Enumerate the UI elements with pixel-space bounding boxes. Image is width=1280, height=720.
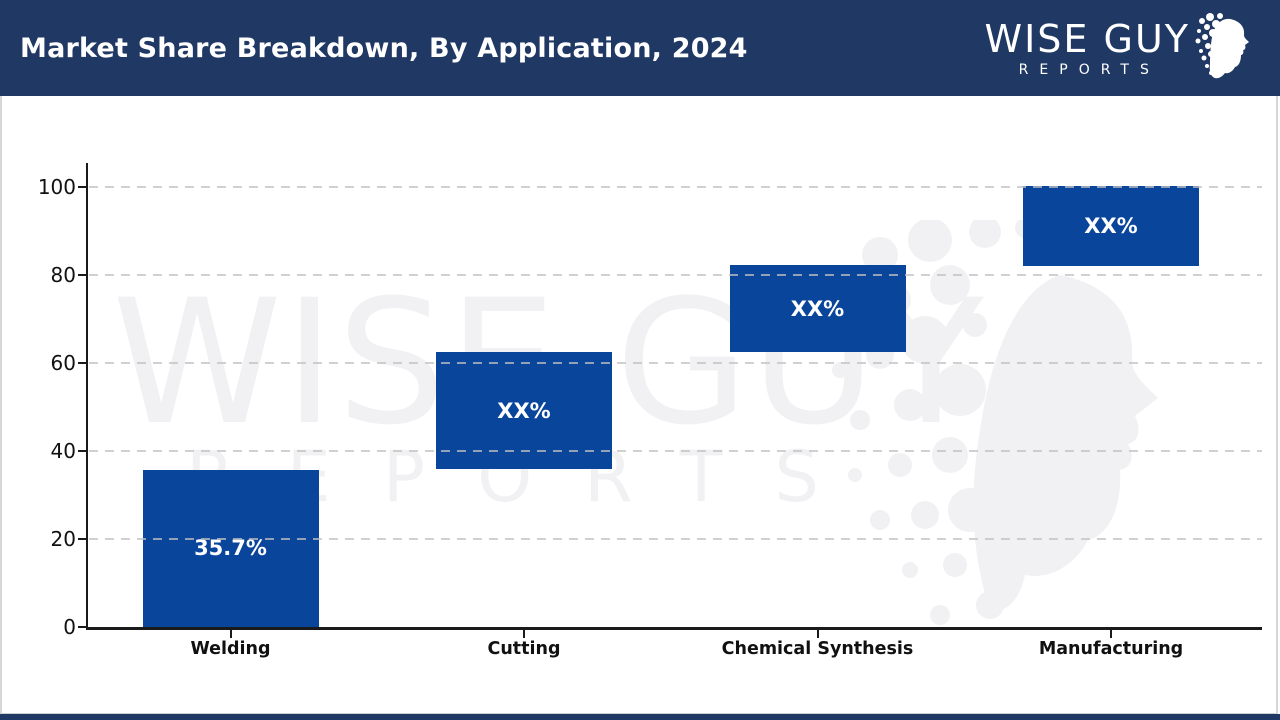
- x-tick-label: Manufacturing: [1038, 639, 1184, 659]
- bar-value-label: 35.7%: [194, 536, 267, 561]
- y-axis-tick: [78, 450, 87, 452]
- logo-wordmark: WISE GUY: [984, 16, 1190, 61]
- y-axis-tick: [78, 538, 87, 540]
- y-tick-label: 60: [50, 351, 76, 375]
- gridline: [89, 450, 1262, 452]
- y-axis-spine: [86, 163, 88, 629]
- header-bar: Market Share Breakdown, By Application, …: [0, 0, 1280, 96]
- y-axis-tick: [78, 274, 87, 276]
- gridline: [89, 274, 1262, 276]
- bar-value-label: XX%: [1084, 213, 1138, 238]
- y-axis-tick: [78, 362, 87, 364]
- x-axis-spine: [86, 627, 1262, 630]
- x-tick-label: Cutting: [487, 639, 561, 659]
- x-tick-label: Welding: [190, 639, 271, 659]
- bar-value-label: XX%: [790, 296, 845, 321]
- y-tick-label: 40: [50, 439, 76, 463]
- x-axis-tick: [816, 630, 819, 638]
- x-axis-tick: [523, 630, 525, 638]
- wiseguy-logo: WISE GUY REPORTS: [985, 13, 1254, 83]
- gridline: [89, 362, 1262, 364]
- footer-bar: [0, 714, 1280, 720]
- logo-text: WISE GUY REPORTS: [985, 20, 1190, 77]
- y-tick-label: 100: [37, 175, 76, 199]
- chart-title: Market Share Breakdown, By Application, …: [20, 32, 748, 64]
- x-axis-tick: [1110, 630, 1112, 638]
- y-axis-tick: [78, 186, 87, 188]
- chart-frame-border: [0, 96, 1278, 714]
- bar: XX%: [729, 265, 906, 352]
- bar-value-label: XX%: [497, 398, 551, 423]
- bar: 35.7%: [142, 469, 319, 627]
- logo-subtext: REPORTS: [1018, 61, 1160, 78]
- gridline: [89, 538, 1262, 540]
- x-axis-tick: [229, 630, 232, 638]
- gridline: [89, 186, 1262, 188]
- y-tick-label: 0: [63, 615, 76, 639]
- y-tick-label: 20: [50, 527, 76, 551]
- wiseguy-face-icon: [1195, 13, 1249, 79]
- y-tick-label: 80: [50, 263, 76, 287]
- bar: XX%: [1023, 186, 1199, 266]
- bar: XX%: [436, 352, 612, 470]
- x-tick-label: Chemical Synthesis: [721, 639, 914, 659]
- y-axis-tick: [78, 626, 87, 628]
